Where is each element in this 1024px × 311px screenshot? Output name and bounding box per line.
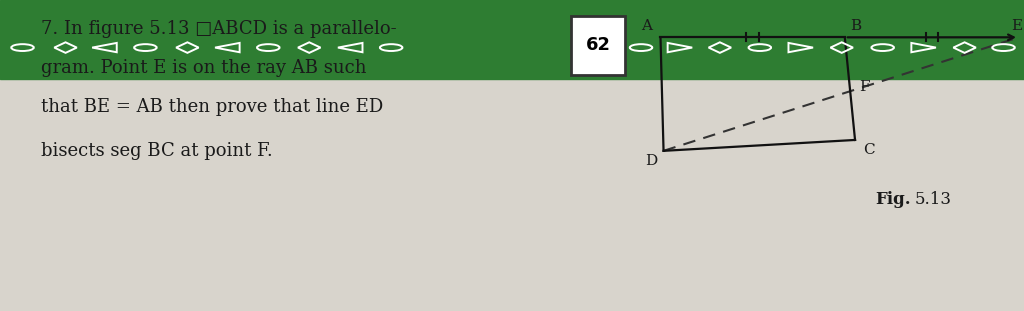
Text: Fig.: Fig. [876, 191, 911, 207]
Text: F: F [859, 80, 869, 94]
Text: gram. Point E is on the ray AB such: gram. Point E is on the ray AB such [41, 59, 367, 77]
Text: 5.13: 5.13 [914, 191, 951, 207]
Text: C: C [863, 143, 874, 157]
Text: 7. In figure 5.13 □ABCD is a parallelo-: 7. In figure 5.13 □ABCD is a parallelo- [41, 20, 396, 38]
Bar [0, 0, 1024, 79]
Text: D: D [645, 154, 657, 168]
Text: 62: 62 [586, 36, 610, 54]
Text: bisects seg BC at point F.: bisects seg BC at point F. [41, 142, 272, 160]
Text: A: A [641, 19, 652, 33]
FancyBboxPatch shape [571, 16, 625, 75]
Text: that BE = AB then prove that line ED: that BE = AB then prove that line ED [41, 98, 383, 116]
Text: E: E [1012, 19, 1022, 33]
Text: B: B [850, 19, 861, 33]
